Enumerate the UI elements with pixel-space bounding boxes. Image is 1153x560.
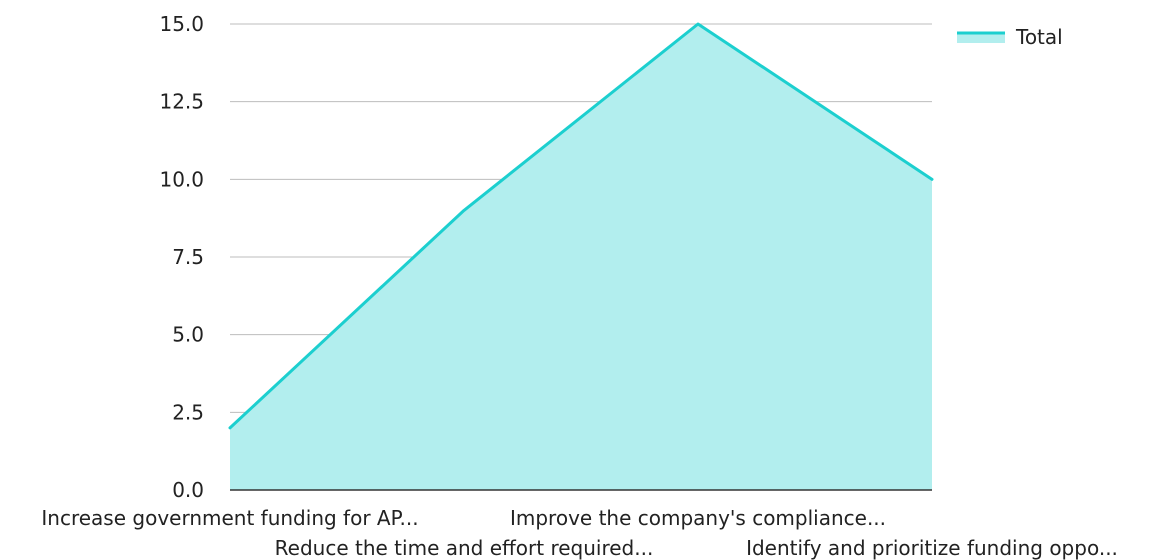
y-tick-label: 15.0: [159, 12, 204, 36]
legend: Total: [957, 25, 1063, 49]
x-category-labels: Increase government funding for AP... Red…: [41, 506, 1118, 560]
area-layer: [228, 22, 934, 490]
x-category-label: Reduce the time and effort required...: [275, 536, 654, 560]
y-tick-label: 10.0: [159, 167, 204, 191]
x-category-label: Identify and prioritize funding oppo...: [746, 536, 1118, 560]
legend-swatch-fill: [957, 32, 1005, 43]
x-category-label: Improve the company's compliance...: [510, 506, 886, 530]
series-area-fill: [230, 24, 932, 490]
y-tick-label: 7.5: [172, 245, 204, 269]
y-tick-label: 0.0: [172, 478, 204, 502]
y-tick-label: 12.5: [159, 90, 204, 114]
y-tick-label: 2.5: [172, 400, 204, 424]
x-category-label: Increase government funding for AP...: [41, 506, 418, 530]
y-tick-label: 5.0: [172, 323, 204, 347]
legend-label: Total: [1015, 25, 1063, 49]
series-line: [228, 22, 934, 430]
y-tick-labels: 0.0 2.5 5.0 7.5 10.0 12.5 15.0: [159, 12, 204, 502]
